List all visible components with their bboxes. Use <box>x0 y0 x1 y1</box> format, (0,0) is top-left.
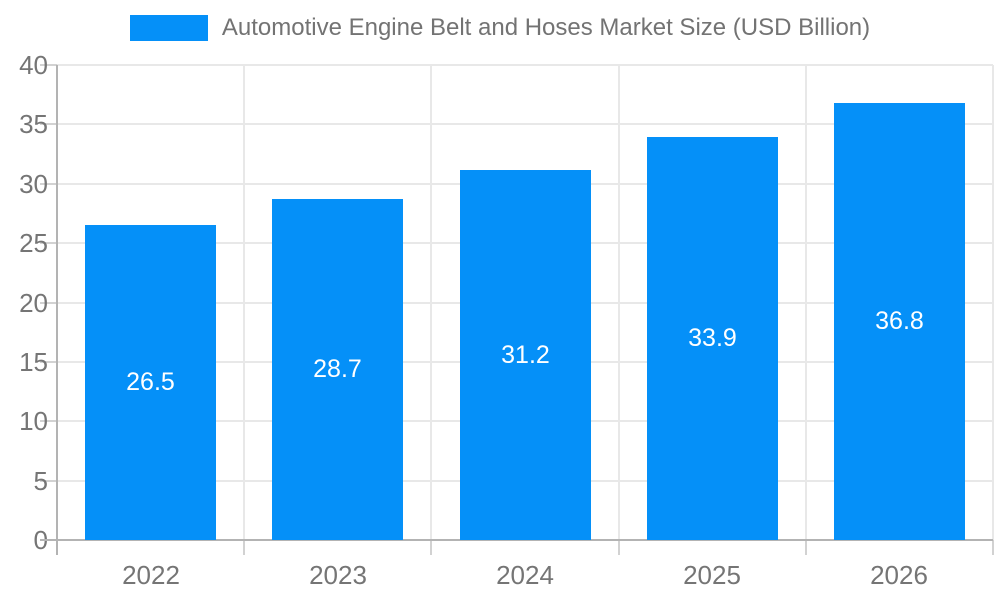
x-gridline <box>804 65 807 540</box>
x-tick-mark <box>243 540 246 555</box>
y-tick-label: 30 <box>19 168 48 199</box>
x-gridline <box>243 65 246 540</box>
x-tick-label: 2025 <box>683 560 741 590</box>
x-gridline <box>430 65 433 540</box>
legend-label: Automotive Engine Belt and Hoses Market … <box>221 14 871 41</box>
bar-value-label: 36.8 <box>875 307 924 335</box>
y-tick-mark <box>40 420 57 423</box>
y-gridline <box>57 64 993 66</box>
bar-value-label: 28.7 <box>313 355 362 384</box>
y-tick-label: 40 <box>19 50 48 80</box>
x-tick-mark <box>617 540 620 555</box>
y-tick-mark <box>40 301 57 304</box>
y-tick-label: 20 <box>19 287 48 318</box>
y-tick-mark <box>40 360 57 363</box>
y-gridline <box>57 123 993 126</box>
bar-value-label: 31.2 <box>501 340 550 369</box>
x-tick-label: 2022 <box>122 560 180 590</box>
legend[interactable]: Automotive Engine Belt and Hoses Market … <box>0 14 1000 42</box>
y-tick-mark <box>40 64 57 66</box>
legend-swatch <box>129 15 208 41</box>
x-tick-label: 2026 <box>870 560 928 590</box>
y-axis-line <box>56 65 58 555</box>
x-tick-mark <box>804 540 807 555</box>
x-tick-label: 2024 <box>496 560 554 590</box>
x-tick-mark <box>430 540 433 555</box>
y-tick-mark <box>40 242 57 245</box>
bar-value-label: 33.9 <box>688 324 737 353</box>
y-tick-label: 10 <box>19 406 48 437</box>
x-tick-label: 2023 <box>309 560 367 590</box>
y-tick-label: 35 <box>19 109 48 140</box>
x-gridline <box>992 65 994 540</box>
y-tick-label: 5 <box>33 465 48 496</box>
bar[interactable]: 33.9 <box>647 137 778 540</box>
bar[interactable]: 36.8 <box>834 103 965 540</box>
y-tick-mark <box>40 479 57 482</box>
bar[interactable]: 31.2 <box>460 169 591 540</box>
x-axis-line <box>40 539 993 541</box>
bar-value-label: 26.5 <box>126 368 175 397</box>
y-tick-label: 15 <box>19 346 48 377</box>
y-tick-mark <box>40 182 57 185</box>
y-tick-mark <box>40 123 57 126</box>
y-tick-label: 25 <box>19 228 48 259</box>
x-gridline <box>617 65 620 540</box>
bar[interactable]: 28.7 <box>272 199 403 540</box>
bar[interactable]: 26.5 <box>85 225 216 540</box>
x-tick-mark <box>992 540 994 555</box>
